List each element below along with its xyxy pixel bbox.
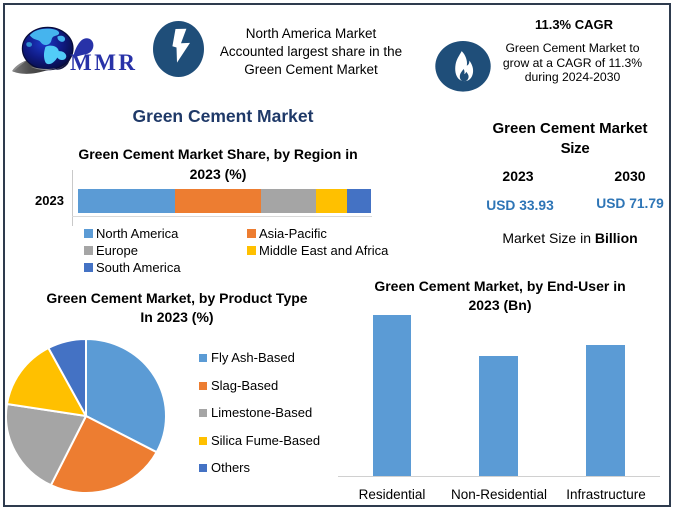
svg-text:MMR: MMR [70, 50, 138, 75]
